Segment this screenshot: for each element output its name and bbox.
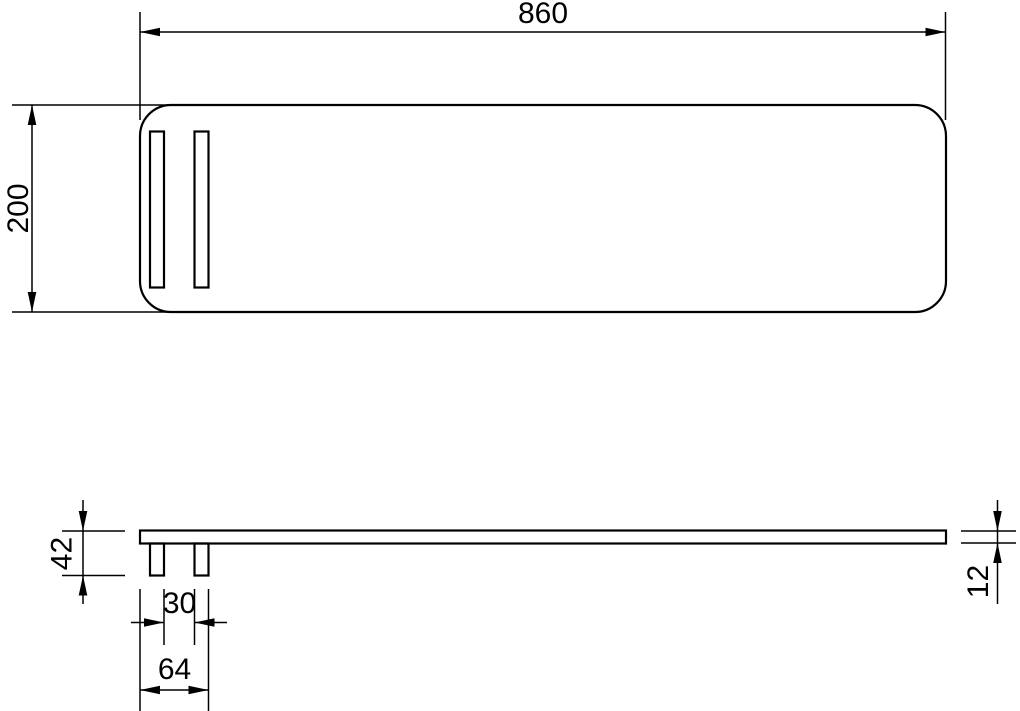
arrowhead-up-icon <box>993 543 1002 563</box>
top-view <box>138 103 948 314</box>
dimension-top-height: 200 <box>2 104 178 313</box>
dimension-label-top-height: 200 <box>2 183 35 233</box>
slot-1 <box>148 130 166 289</box>
arrowhead-down-icon <box>27 292 37 312</box>
arrowhead-right-icon <box>188 685 209 695</box>
plate-outline <box>138 103 948 314</box>
dimension-label-leg-height: 42 <box>46 537 79 570</box>
dimension-plate-thickness: 12 <box>961 500 1016 604</box>
dimension-leg-gap: 30 <box>131 587 227 645</box>
side-view <box>138 529 948 577</box>
arrowhead-down-icon <box>993 511 1002 531</box>
arrowhead-left-icon <box>140 685 160 695</box>
plate-profile <box>138 529 948 545</box>
dimension-label-plate-thickness: 12 <box>962 565 995 598</box>
arrowhead-down-icon <box>78 511 88 531</box>
dimension-leg-height: 42 <box>46 500 125 604</box>
leg-2 <box>193 542 210 577</box>
dimension-leg-extent: 64 <box>139 589 210 711</box>
dimension-top-width: 860 <box>139 0 947 120</box>
arrowhead-up-icon <box>78 575 88 596</box>
arrowhead-left-icon <box>194 618 215 627</box>
arrowhead-left-icon <box>140 27 160 37</box>
dimension-label-leg-gap: 30 <box>163 587 196 620</box>
arrowhead-right-icon <box>925 27 946 37</box>
leg-1 <box>148 542 166 577</box>
dimension-label-leg-extent: 64 <box>158 653 191 686</box>
arrowhead-right-icon <box>144 618 164 627</box>
dimension-label-top-width: 860 <box>518 0 568 30</box>
arrowhead-up-icon <box>27 105 37 125</box>
slot-2 <box>193 130 210 289</box>
